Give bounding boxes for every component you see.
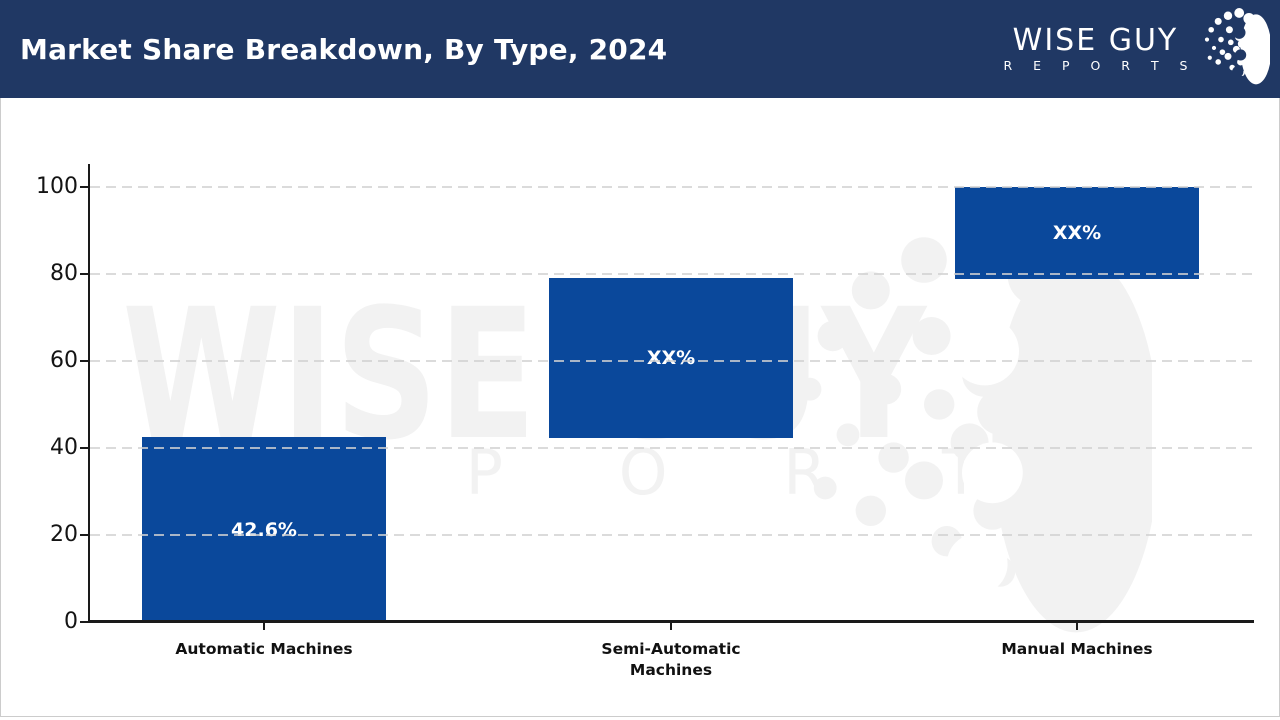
y-tick-label: 60 <box>50 348 78 373</box>
y-tick <box>80 186 88 188</box>
y-tick-label: 100 <box>36 174 78 199</box>
x-tick <box>263 623 265 630</box>
page-title: Market Share Breakdown, By Type, 2024 <box>20 32 668 66</box>
y-tick <box>80 273 88 275</box>
y-tick <box>80 447 88 449</box>
y-axis-line <box>88 164 90 623</box>
gridline-100 <box>90 186 1254 188</box>
brand-logo-text: WISE GUY R E P O R T S <box>995 25 1196 74</box>
bar-automatic-machines: 42.6% <box>142 436 386 623</box>
y-tick <box>80 534 88 536</box>
x-category-label: Semi-Automatic Machines <box>601 640 741 679</box>
y-tick-label: 0 <box>64 609 78 634</box>
brand-subtitle: R E P O R T S <box>1003 58 1196 74</box>
bar-semi-automatic-machines: XX% <box>549 278 793 438</box>
y-tick-label: 80 <box>50 261 78 286</box>
brand-logo: WISE GUY R E P O R T S <box>995 4 1270 94</box>
header-bar: Market Share Breakdown, By Type, 2024 WI… <box>0 0 1280 98</box>
x-tick <box>670 623 672 630</box>
y-tick <box>80 360 88 362</box>
bar-value-label: 42.6% <box>231 518 297 541</box>
gridline-60 <box>90 360 1254 362</box>
gridline-40 <box>90 447 1254 449</box>
brand-head-icon <box>1204 8 1270 85</box>
x-tick <box>1076 623 1078 630</box>
x-category-label: Manual Machines <box>1001 640 1153 658</box>
gridline-80 <box>90 273 1254 275</box>
x-category-label: Automatic Machines <box>175 640 353 658</box>
y-tick-label: 20 <box>50 522 78 547</box>
y-tick <box>80 621 88 623</box>
bar-value-label: XX% <box>1052 222 1102 245</box>
brand-name: WISE GUY <box>1012 22 1179 58</box>
x-axis-line <box>88 620 1254 623</box>
bar-value-label: XX% <box>646 347 696 369</box>
gridline-20 <box>90 534 1254 536</box>
bar-manual-machines: XX% <box>955 187 1199 280</box>
y-tick-label: 40 <box>50 435 78 460</box>
